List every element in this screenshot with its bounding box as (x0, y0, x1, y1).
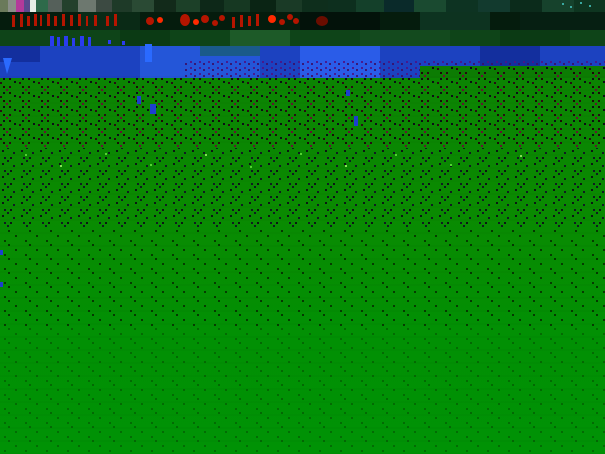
green-block-band (0, 30, 605, 46)
blue-artifacts (0, 90, 358, 287)
red-corruption-glyphs (12, 14, 328, 28)
glitch-top-mosaic (0, 0, 605, 12)
halftone-dot-field (0, 78, 605, 454)
corrupted-title-band (0, 12, 605, 30)
blue-corruption-band (0, 44, 605, 78)
blue-wedge (3, 58, 12, 74)
blue-corruption-glyphs (50, 36, 125, 46)
cyan-speckles (562, 2, 591, 8)
green-specks (25, 153, 522, 168)
